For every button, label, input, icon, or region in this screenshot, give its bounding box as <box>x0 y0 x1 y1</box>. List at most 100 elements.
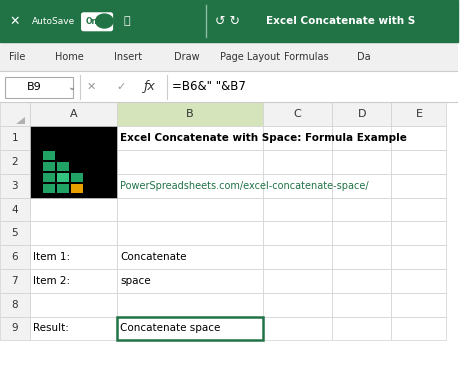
Text: Concatenate: Concatenate <box>120 252 187 262</box>
Bar <box>30 174 117 198</box>
Text: Excel Concatenate with S: Excel Concatenate with S <box>265 16 415 26</box>
Bar <box>117 245 263 269</box>
Bar <box>30 198 117 221</box>
Bar <box>0 102 30 126</box>
Bar <box>332 126 392 150</box>
Polygon shape <box>16 117 25 124</box>
Bar <box>263 317 332 340</box>
Bar <box>332 317 392 340</box>
Bar <box>332 221 392 245</box>
Text: 4: 4 <box>11 205 18 214</box>
Bar <box>332 102 392 126</box>
Bar <box>0 0 458 42</box>
Bar <box>392 269 447 293</box>
Text: C: C <box>294 109 301 119</box>
Text: ✕: ✕ <box>9 15 19 27</box>
Bar <box>0 293 30 317</box>
Text: ƒx: ƒx <box>144 81 156 93</box>
Text: ↺ ↻: ↺ ↻ <box>215 15 240 27</box>
Bar <box>44 162 55 171</box>
Text: B: B <box>186 109 194 119</box>
Bar <box>44 151 55 160</box>
Bar <box>117 174 263 198</box>
Bar <box>332 269 392 293</box>
Bar <box>117 293 263 317</box>
Bar <box>117 198 263 221</box>
Text: AutoSave: AutoSave <box>32 16 75 26</box>
Text: 3: 3 <box>11 181 18 191</box>
Bar <box>263 150 332 174</box>
Text: A: A <box>70 109 77 119</box>
Bar <box>30 269 117 293</box>
Text: Result:: Result: <box>34 324 69 333</box>
Text: Item 1:: Item 1: <box>34 252 71 262</box>
Bar <box>392 102 447 126</box>
Bar <box>57 173 69 182</box>
Bar <box>57 184 69 193</box>
Text: Draw: Draw <box>174 52 200 62</box>
Bar <box>263 198 332 221</box>
Bar <box>30 126 117 198</box>
Bar <box>332 198 392 221</box>
FancyBboxPatch shape <box>5 77 73 98</box>
Bar <box>117 102 263 126</box>
Bar <box>117 221 263 245</box>
Text: 1: 1 <box>11 133 18 143</box>
Text: Item 2:: Item 2: <box>34 276 71 286</box>
Bar <box>117 269 263 293</box>
Bar <box>263 269 332 293</box>
Text: 8: 8 <box>11 300 18 310</box>
Bar <box>30 317 117 340</box>
Bar <box>332 174 392 198</box>
Text: ⌄: ⌄ <box>68 82 76 92</box>
Text: Formulas: Formulas <box>284 52 328 62</box>
Bar <box>0 174 30 198</box>
Text: PowerSpreadsheets.com/excel-concatenate-space/: PowerSpreadsheets.com/excel-concatenate-… <box>120 181 369 191</box>
Text: 2: 2 <box>11 157 18 167</box>
Bar <box>117 126 263 150</box>
Bar <box>30 221 117 245</box>
Bar <box>30 150 117 174</box>
Text: Da: Da <box>357 52 371 62</box>
Bar <box>30 245 117 269</box>
Bar <box>392 174 447 198</box>
Bar <box>0 269 30 293</box>
Bar <box>44 184 55 193</box>
Bar <box>392 317 447 340</box>
Text: File: File <box>9 52 26 62</box>
Text: 6: 6 <box>11 252 18 262</box>
Bar <box>392 293 447 317</box>
Bar <box>332 245 392 269</box>
Bar <box>263 293 332 317</box>
Text: ✕: ✕ <box>87 82 96 92</box>
Bar <box>0 71 458 102</box>
Bar <box>0 198 30 221</box>
Bar <box>57 162 69 171</box>
Circle shape <box>96 14 113 28</box>
Bar <box>0 126 30 150</box>
Bar <box>263 221 332 245</box>
Bar <box>30 102 117 126</box>
Bar <box>117 150 263 174</box>
Text: 5: 5 <box>11 228 18 238</box>
Bar <box>0 150 30 174</box>
Text: space: space <box>120 276 151 286</box>
Text: ⬛: ⬛ <box>124 16 130 26</box>
Bar <box>30 293 117 317</box>
Text: Page Layout: Page Layout <box>220 52 280 62</box>
Bar <box>332 293 392 317</box>
Bar <box>117 317 263 340</box>
Text: E: E <box>415 109 422 119</box>
Bar <box>392 150 447 174</box>
Text: =B6&" "&B7: =B6&" "&B7 <box>172 81 246 93</box>
Text: On: On <box>86 16 98 26</box>
Bar <box>44 173 55 182</box>
Bar <box>0 245 30 269</box>
Bar <box>263 102 332 126</box>
Text: D: D <box>357 109 366 119</box>
Bar <box>0 317 30 340</box>
Bar <box>71 184 83 193</box>
Text: ✓: ✓ <box>117 82 126 92</box>
Bar <box>392 221 447 245</box>
Bar <box>263 245 332 269</box>
